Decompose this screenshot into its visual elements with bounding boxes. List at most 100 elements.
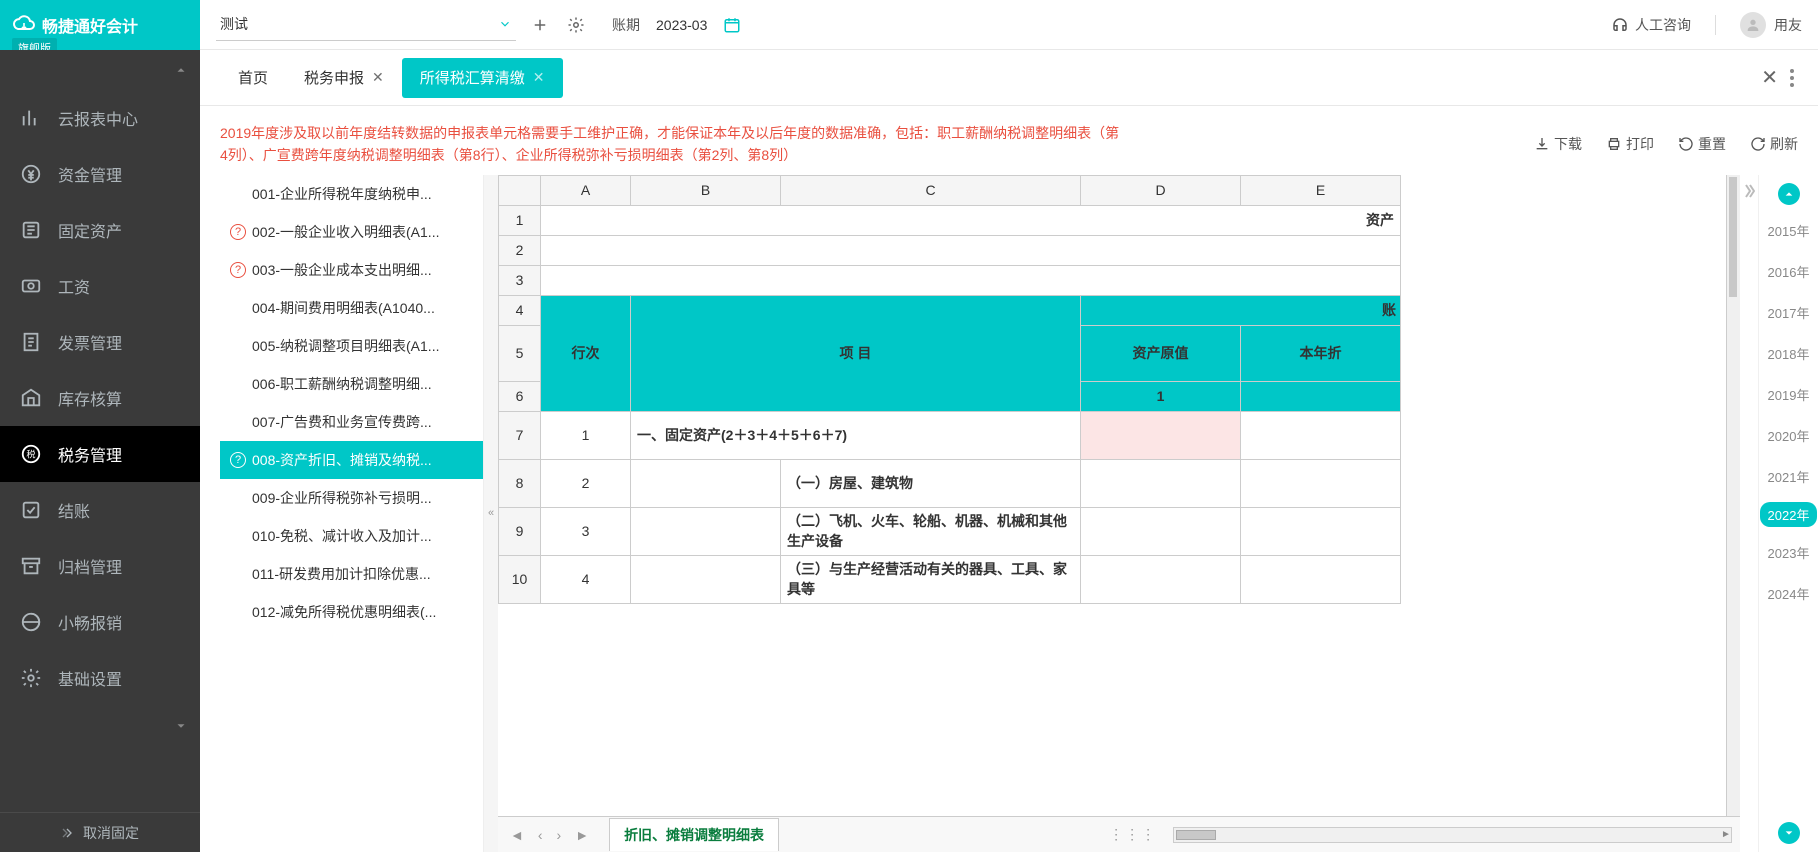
sheet-nav-next[interactable]: › — [553, 827, 566, 843]
value-cell[interactable] — [1081, 507, 1241, 555]
row-header[interactable]: 3 — [499, 265, 541, 295]
project-cell[interactable]: （三）与生产经营活动有关的器具、工具、家具等 — [781, 555, 1081, 603]
year-item[interactable]: 2019年 — [1764, 379, 1814, 410]
row-header[interactable]: 5 — [499, 325, 541, 381]
sheet-nav[interactable]: ◄ ‹ › ► — [498, 827, 601, 843]
tabs-menu[interactable] — [1786, 65, 1798, 91]
year-item[interactable]: 2016年 — [1764, 256, 1814, 287]
sidebar-scroll-up[interactable] — [0, 50, 200, 90]
value-cell[interactable] — [1081, 411, 1241, 459]
sheet-nav-first[interactable]: ◄ — [506, 827, 528, 843]
add-button[interactable] — [528, 13, 552, 37]
vertical-scrollbar[interactable] — [1726, 175, 1740, 816]
column-header[interactable]: B — [631, 175, 781, 205]
tab[interactable]: 税务申报✕ — [286, 58, 402, 98]
sheet-tab[interactable]: 折旧、摊销调整明细表 — [609, 818, 779, 851]
horizontal-scrollbar[interactable]: ◄ ► — [1173, 827, 1732, 843]
project-cell[interactable]: （一）房屋、建筑物 — [781, 459, 1081, 507]
report-item[interactable]: 007-广告费和业务宣传费跨... — [220, 403, 483, 441]
value-cell[interactable] — [1081, 459, 1241, 507]
row-header[interactable]: 7 — [499, 411, 541, 459]
sidebar-item-archive[interactable]: 归档管理 — [0, 538, 200, 594]
line-number[interactable]: 3 — [541, 507, 631, 555]
row-header[interactable]: 8 — [499, 459, 541, 507]
row-header[interactable]: 1 — [499, 205, 541, 235]
row-header[interactable]: 6 — [499, 381, 541, 411]
year-item[interactable]: 2015年 — [1764, 215, 1814, 246]
print-button[interactable]: 打印 — [1606, 134, 1654, 154]
consult-button[interactable]: 人工咨询 — [1611, 15, 1691, 35]
year-item[interactable]: 2018年 — [1764, 338, 1814, 369]
year-item[interactable]: 2024年 — [1764, 578, 1814, 609]
sheet-resize-handle[interactable]: ⋮⋮⋮ — [1101, 826, 1165, 843]
line-number[interactable]: 1 — [541, 411, 631, 459]
value-cell[interactable] — [1241, 555, 1401, 603]
value-cell[interactable] — [1241, 507, 1401, 555]
sidebar-item-asset[interactable]: 固定资产 — [0, 202, 200, 258]
sidebar-item-salary[interactable]: 工资 — [0, 258, 200, 314]
value-cell[interactable] — [1081, 555, 1241, 603]
year-item[interactable]: 2021年 — [1764, 461, 1814, 492]
column-header[interactable]: A — [541, 175, 631, 205]
value-cell[interactable] — [1241, 411, 1401, 459]
reset-button[interactable]: 重置 — [1678, 134, 1726, 154]
report-item[interactable]: 005-纳税调整项目明细表(A1... — [220, 327, 483, 365]
report-item[interactable]: ?002-一般企业收入明细表(A1... — [220, 213, 483, 251]
project-cell[interactable]: （二）飞机、火车、轮船、机器、机械和其他生产设备 — [781, 507, 1081, 555]
close-all-tabs[interactable]: ✕ — [1761, 65, 1778, 90]
user-menu[interactable]: 用友 — [1740, 12, 1802, 38]
sidebar-item-label: 税务管理 — [58, 442, 122, 466]
tab-close[interactable]: ✕ — [372, 69, 384, 86]
row-header[interactable]: 2 — [499, 235, 541, 265]
sidebar-item-tax[interactable]: 税税务管理 — [0, 426, 200, 482]
refresh-button[interactable]: 刷新 — [1750, 134, 1798, 154]
collapse-report-list[interactable]: « — [484, 175, 498, 852]
year-scroll-up[interactable] — [1778, 183, 1800, 205]
tab-close[interactable]: ✕ — [533, 69, 545, 86]
year-item[interactable]: 2022年 — [1760, 502, 1818, 527]
report-item[interactable]: ?003-一般企业成本支出明细... — [220, 251, 483, 289]
tab[interactable]: 首页 — [220, 58, 286, 98]
row-header[interactable]: 4 — [499, 295, 541, 325]
sheet-grid[interactable]: ABCDE1资产234行次项 目账5资产原值本年折6171一、固定资产(2＋3＋… — [498, 175, 1740, 816]
line-number[interactable]: 2 — [541, 459, 631, 507]
sidebar-item-money[interactable]: 资金管理 — [0, 146, 200, 202]
corner-cell[interactable] — [499, 175, 541, 205]
project-cell[interactable]: 一、固定资产(2＋3＋4＋5＋6＋7) — [631, 411, 1081, 459]
company-select[interactable]: 测试 — [216, 9, 516, 41]
year-item[interactable]: 2017年 — [1764, 297, 1814, 328]
sheet-nav-prev[interactable]: ‹ — [534, 827, 547, 843]
sidebar-unpin[interactable]: 取消固定 — [0, 812, 200, 852]
sidebar-item-close-acct[interactable]: 结账 — [0, 482, 200, 538]
sidebar-item-chart[interactable]: 云报表中心 — [0, 90, 200, 146]
report-item[interactable]: ?008-资产折旧、摊销及纳税... — [220, 441, 483, 479]
calendar-button[interactable] — [723, 16, 741, 34]
column-header[interactable]: C — [781, 175, 1081, 205]
year-scroll-down[interactable] — [1778, 822, 1800, 844]
column-header[interactable]: E — [1241, 175, 1401, 205]
tab[interactable]: 所得税汇算清缴✕ — [402, 58, 563, 98]
year-item[interactable]: 2023年 — [1764, 537, 1814, 568]
sidebar-scroll-down[interactable] — [0, 706, 200, 746]
expand-year-rail[interactable] — [1740, 175, 1758, 852]
column-header[interactable]: D — [1081, 175, 1241, 205]
report-item[interactable]: 009-企业所得税弥补亏损明... — [220, 479, 483, 517]
row-header[interactable]: 9 — [499, 507, 541, 555]
report-item[interactable]: 006-职工薪酬纳税调整明细... — [220, 365, 483, 403]
sidebar-item-stock[interactable]: 库存核算 — [0, 370, 200, 426]
sidebar-item-invoice[interactable]: 发票管理 — [0, 314, 200, 370]
value-cell[interactable] — [1241, 459, 1401, 507]
report-item[interactable]: 001-企业所得税年度纳税申... — [220, 175, 483, 213]
sidebar-item-settings[interactable]: 基础设置 — [0, 650, 200, 706]
sheet-nav-last[interactable]: ► — [571, 827, 593, 843]
report-item[interactable]: 011-研发费用加计扣除优惠... — [220, 555, 483, 593]
report-item[interactable]: 010-免税、减计收入及加计... — [220, 517, 483, 555]
sidebar-item-report[interactable]: 小畅报销 — [0, 594, 200, 650]
year-item[interactable]: 2020年 — [1764, 420, 1814, 451]
report-item[interactable]: 004-期间费用明细表(A1040... — [220, 289, 483, 327]
line-number[interactable]: 4 — [541, 555, 631, 603]
download-button[interactable]: 下载 — [1534, 134, 1582, 154]
report-item[interactable]: 012-减免所得税优惠明细表(... — [220, 593, 483, 631]
row-header[interactable]: 10 — [499, 555, 541, 603]
settings-button[interactable] — [564, 13, 588, 37]
